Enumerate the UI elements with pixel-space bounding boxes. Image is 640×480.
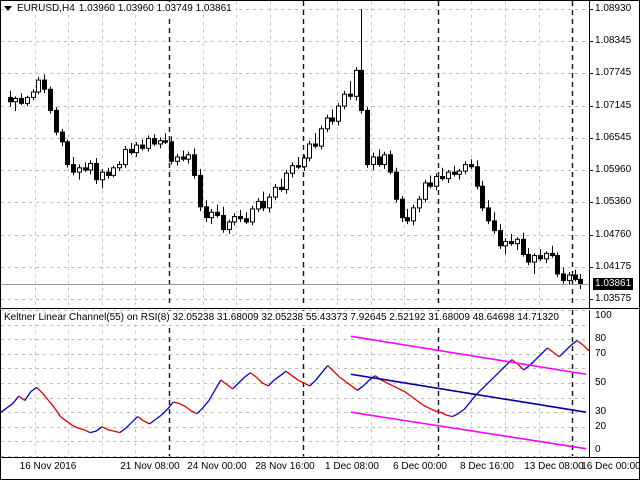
- price-axis-tick: [589, 202, 593, 203]
- price-axis-tick: [589, 267, 593, 268]
- time-axis-label: 21 Nov 08:00: [120, 461, 180, 472]
- rsi-axis-label: 80: [595, 333, 607, 345]
- price-axis-separator: [589, 1, 590, 308]
- rsi-axis-label: 20: [595, 420, 607, 432]
- rsi-axis-label: 70: [595, 347, 607, 359]
- time-axis-divider: [1, 457, 639, 458]
- rsi-axis-label: 100: [595, 310, 612, 321]
- time-axis-label: 16 Dec 00:00: [581, 461, 640, 472]
- price-axis-tick: [589, 299, 593, 300]
- time-axis-label: 24 Nov 00:00: [187, 461, 247, 472]
- time-axis-label: 8 Dec 16:00: [460, 461, 514, 472]
- price-axis-label: 1.05960: [595, 163, 632, 175]
- time-axis-label: 1 Dec 08:00: [325, 461, 379, 472]
- price-axis-label: 1.08345: [595, 34, 632, 46]
- price-axis-tick: [589, 170, 593, 171]
- price-axis-tick: [589, 235, 593, 236]
- indicator-pane[interactable]: [1, 310, 639, 457]
- price-axis-label: 1.04175: [595, 260, 632, 272]
- price-axis-tick: [589, 138, 593, 139]
- indicator-header-label: Keltner Linear Channel(55) on RSI(8) 32.…: [4, 311, 562, 324]
- rsi-axis-label: 0: [595, 444, 601, 455]
- price-axis-tick: [589, 106, 593, 107]
- symbol-label: EURUSD,H4: [17, 3, 75, 14]
- rsi-keltner-canvas: [1, 310, 590, 457]
- price-axis-label: 1.04760: [595, 228, 632, 240]
- price-chart-pane[interactable]: [1, 1, 639, 308]
- time-axis-label: 16 Nov 2016: [19, 461, 77, 472]
- rsi-axis-label: 50: [595, 377, 607, 388]
- price-axis-label: 1.06545: [595, 132, 632, 144]
- price-axis-label: 1.08930: [595, 3, 632, 15]
- indicator-axis-separator: [589, 310, 590, 457]
- time-axis-label: 6 Dec 00:00: [393, 461, 447, 472]
- price-axis-tick: [589, 9, 593, 10]
- current-price-label: 1.03861: [593, 277, 634, 290]
- price-axis-label: 1.07145: [595, 99, 632, 111]
- price-axis-tick: [589, 41, 593, 42]
- symbol-header[interactable]: EURUSD,H4 1.03960 1.03960 1.03749 1.0386…: [4, 2, 235, 15]
- price-axis-label: 1.07745: [595, 67, 632, 79]
- pane-divider: [1, 308, 639, 309]
- price-axis-tick: [589, 73, 593, 74]
- price-axis-label: 1.05360: [595, 196, 632, 208]
- rsi-axis-label: 30: [595, 406, 607, 418]
- price-chart-canvas: [1, 1, 589, 307]
- ohlc-values: 1.03960 1.03960 1.03749 1.03861: [78, 3, 232, 14]
- price-axis-label: 1.03575: [595, 293, 632, 305]
- time-axis-label: 28 Nov 16:00: [255, 461, 315, 472]
- time-axis-label: 13 Dec 08:00: [524, 461, 584, 472]
- triangle-down-icon[interactable]: [4, 6, 12, 11]
